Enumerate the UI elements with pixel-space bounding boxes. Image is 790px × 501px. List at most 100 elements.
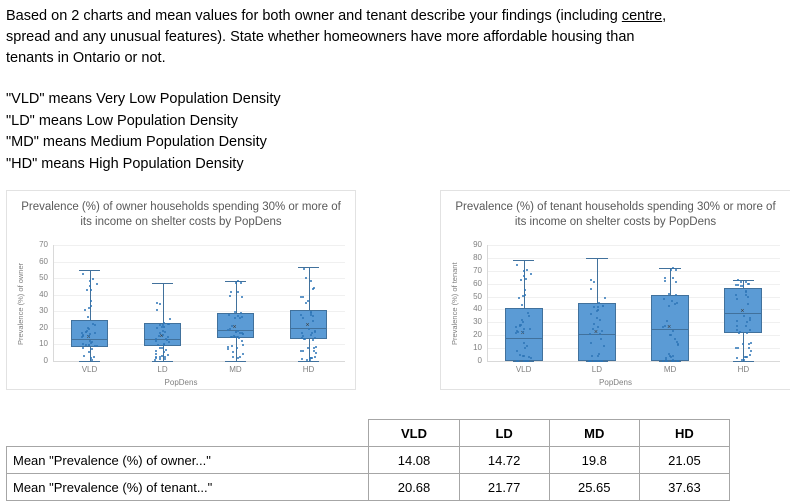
data-point	[91, 347, 94, 350]
data-point	[590, 287, 593, 290]
data-point	[162, 351, 165, 354]
x-tick-label-md: MD	[229, 365, 242, 374]
data-point	[305, 359, 308, 362]
box-md[interactable]	[216, 312, 255, 338]
median-line	[724, 313, 763, 315]
data-point	[602, 344, 605, 347]
data-point	[165, 349, 168, 352]
data-point	[240, 311, 243, 314]
data-point	[164, 337, 167, 340]
table-header-md: MD	[548, 419, 640, 447]
intro-line-1a: Based on 2 charts and mean values for bo…	[6, 8, 622, 24]
data-point	[242, 344, 245, 347]
data-point	[92, 278, 95, 281]
data-point	[599, 333, 602, 336]
gridline	[487, 309, 780, 310]
data-point	[154, 337, 157, 340]
data-point	[162, 333, 165, 336]
x-axis-line	[487, 361, 780, 362]
data-point	[241, 339, 244, 342]
mean-marker: ×	[593, 328, 598, 336]
data-point	[82, 334, 85, 337]
data-point	[300, 350, 303, 353]
whisker-cap	[78, 269, 101, 271]
data-point	[163, 356, 166, 359]
data-point	[91, 341, 94, 344]
data-point	[734, 347, 737, 350]
data-point	[743, 314, 746, 317]
data-point	[527, 360, 530, 362]
data-point	[301, 334, 304, 337]
data-point	[522, 354, 525, 357]
data-point	[158, 346, 161, 349]
y-tick-label: 30	[473, 317, 482, 327]
gridline	[53, 328, 345, 329]
data-point	[168, 323, 171, 326]
data-point	[239, 316, 242, 319]
data-point	[312, 350, 315, 353]
data-point	[237, 291, 240, 293]
data-point	[80, 335, 83, 338]
box-hd[interactable]	[289, 309, 328, 340]
data-point	[154, 352, 157, 355]
data-point	[669, 334, 672, 337]
whisker-cap	[151, 283, 174, 285]
table-header-row: VLD LD MD HD	[7, 419, 731, 447]
data-point	[671, 267, 674, 270]
data-point	[600, 360, 603, 362]
gridline	[487, 348, 780, 349]
y-tick-label: 20	[39, 322, 48, 332]
data-point	[160, 355, 163, 358]
data-point	[525, 345, 528, 348]
data-point	[603, 297, 606, 300]
data-point	[89, 332, 92, 335]
data-point	[155, 309, 158, 312]
table-header-blank	[7, 420, 369, 447]
whisker	[90, 269, 91, 361]
data-point	[523, 327, 526, 330]
data-point	[520, 278, 523, 281]
table-header-ld: LD	[458, 419, 550, 447]
intro-line-3: tenants in Ontario or not.	[6, 50, 166, 66]
definitions-list: "VLD" means Very Low Population Density …	[6, 89, 506, 175]
data-point	[156, 327, 159, 330]
data-point	[157, 343, 160, 346]
data-point	[593, 281, 596, 284]
data-point	[736, 357, 739, 360]
whisker-cap	[732, 279, 755, 281]
data-point	[301, 316, 304, 319]
box-md[interactable]	[651, 295, 690, 361]
data-point	[161, 346, 164, 349]
intro-line-1: Based on 2 charts and mean values for bo…	[6, 6, 776, 27]
y-tick-label: 0	[477, 356, 482, 365]
box-ld[interactable]	[577, 303, 616, 361]
data-point	[522, 360, 525, 362]
table-cell-owner-md: 19.8	[548, 446, 640, 474]
box-hd[interactable]	[724, 287, 763, 333]
data-point	[90, 357, 93, 360]
whisker	[163, 283, 164, 361]
data-point	[158, 358, 161, 361]
y-tick-label: 80	[473, 252, 482, 262]
chart-tenant-households[interactable]: Prevalence (%) of tenant households spen…	[440, 190, 790, 390]
y-tick-label: 70	[39, 240, 48, 249]
data-point	[233, 310, 236, 313]
data-point	[88, 280, 91, 283]
data-point	[155, 301, 158, 304]
data-point	[597, 354, 600, 357]
data-point	[94, 332, 97, 335]
y-tick-label: 50	[39, 273, 48, 283]
data-point	[164, 330, 167, 333]
data-point	[233, 335, 236, 338]
data-point	[237, 335, 240, 338]
chart-owner-households[interactable]: Prevalence (%) of owner households spend…	[6, 190, 356, 390]
data-point	[599, 337, 602, 340]
data-point	[530, 357, 533, 360]
data-point	[525, 360, 528, 362]
data-point	[237, 279, 239, 282]
y-axis-line	[487, 245, 488, 361]
data-point	[158, 335, 161, 338]
data-point	[524, 360, 527, 362]
data-point	[306, 347, 309, 350]
